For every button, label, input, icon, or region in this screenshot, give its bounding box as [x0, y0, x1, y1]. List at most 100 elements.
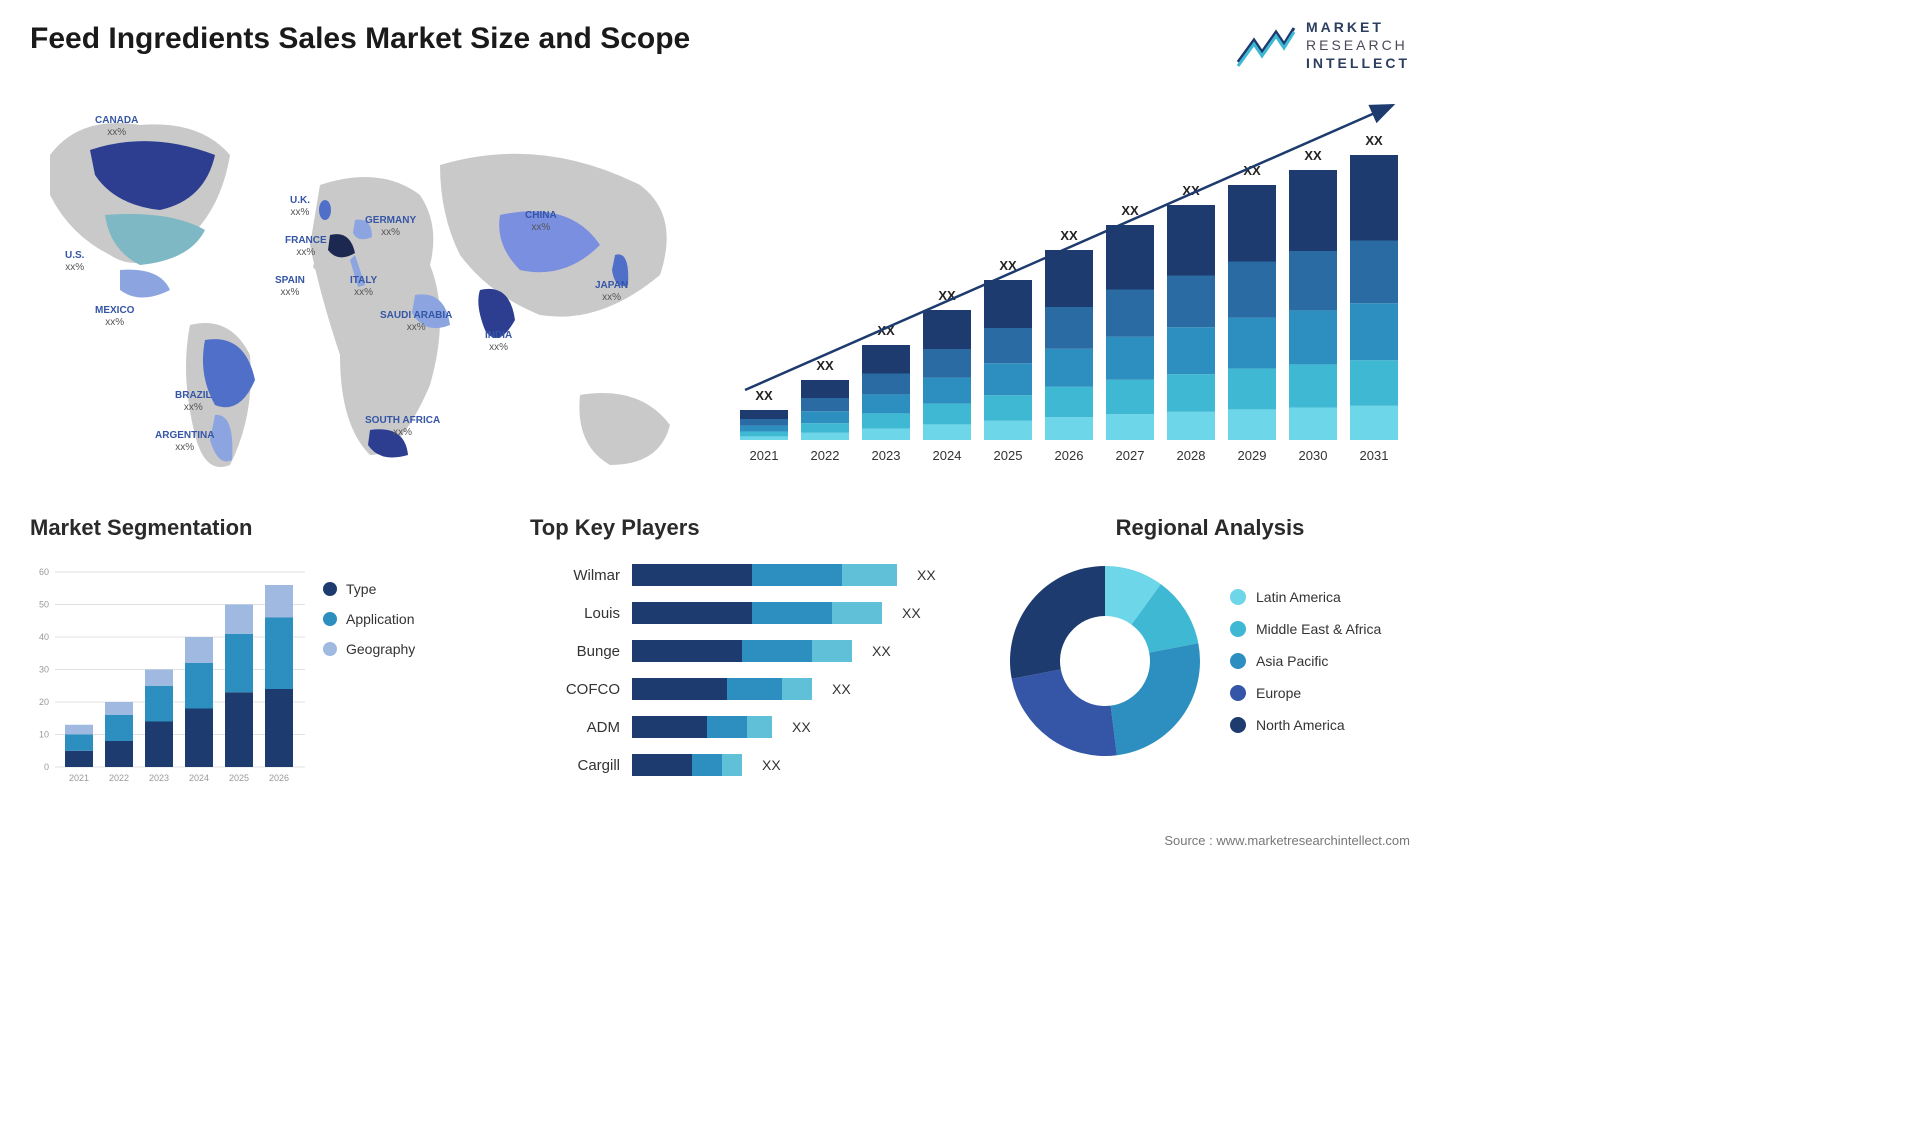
segmentation-title: Market Segmentation: [30, 515, 460, 541]
seg-bar-segment: [225, 692, 253, 767]
growth-bar-segment: [801, 411, 849, 423]
player-bar: [632, 602, 882, 624]
growth-year-label: 2031: [1360, 448, 1389, 463]
player-value: XX: [917, 567, 936, 583]
player-bar-segment: [632, 640, 742, 662]
seg-ytick: 30: [39, 665, 49, 675]
growth-bar-segment: [1106, 337, 1154, 380]
growth-year-label: 2021: [750, 448, 779, 463]
seg-year-label: 2021: [69, 773, 89, 783]
seg-legend-swatch: [323, 642, 337, 656]
seg-bar-segment: [65, 725, 93, 735]
player-bar-segment: [752, 602, 832, 624]
growth-bar-label: XX: [1121, 203, 1139, 218]
player-value: XX: [792, 719, 811, 735]
growth-bar-segment: [1350, 155, 1398, 241]
player-row: ADMXX: [530, 715, 960, 739]
regional-legend-item: Middle East & Africa: [1230, 621, 1381, 637]
seg-bar-segment: [105, 741, 133, 767]
map-label: SPAINxx%: [275, 275, 305, 299]
seg-ytick: 0: [44, 762, 49, 772]
seg-bar-segment: [225, 634, 253, 693]
map-label: BRAZILxx%: [175, 390, 212, 414]
seg-legend-label: Application: [346, 611, 415, 627]
growth-bar-segment: [923, 349, 971, 378]
brand-logo: MARKET RESEARCH INTELLECT: [1236, 18, 1410, 73]
growth-year-label: 2028: [1177, 448, 1206, 463]
seg-year-label: 2023: [149, 773, 169, 783]
growth-bar-segment: [1289, 251, 1337, 310]
regional-section: Regional Analysis Latin AmericaMiddle Ea…: [1000, 515, 1420, 766]
growth-bar-segment: [1350, 303, 1398, 360]
growth-bar-segment: [1167, 374, 1215, 412]
growth-bar-segment: [1289, 408, 1337, 440]
page-title: Feed Ingredients Sales Market Size and S…: [30, 22, 690, 56]
growth-bar-segment: [1228, 318, 1276, 369]
growth-bar-segment: [1106, 380, 1154, 414]
seg-bar-segment: [65, 735, 93, 751]
seg-legend-label: Geography: [346, 641, 415, 657]
legend-swatch: [1230, 685, 1246, 701]
growth-bar-segment: [1289, 364, 1337, 407]
growth-bar-segment: [984, 328, 1032, 363]
players-section: Top Key Players WilmarXXLouisXXBungeXXCO…: [530, 515, 960, 777]
seg-year-label: 2024: [189, 773, 209, 783]
player-row: CargillXX: [530, 753, 960, 777]
growth-bar-segment: [923, 424, 971, 440]
player-row: BungeXX: [530, 639, 960, 663]
legend-label: Latin America: [1256, 589, 1341, 605]
seg-legend-label: Type: [346, 581, 377, 597]
segmentation-chart: 0102030405060202120222023202420252026Typ…: [30, 559, 460, 789]
player-bar-segment: [842, 564, 897, 586]
growth-bar-label: XX: [1365, 133, 1383, 148]
seg-bar-segment: [185, 709, 213, 768]
growth-bar-segment: [1289, 310, 1337, 364]
player-value: XX: [902, 605, 921, 621]
growth-bar-segment: [862, 429, 910, 440]
growth-chart-svg: XX2021XX2022XX2023XX2024XX2025XX2026XX20…: [730, 100, 1410, 480]
player-bar-segment: [632, 678, 727, 700]
logo-text-line2: RESEARCH: [1306, 36, 1410, 54]
map-label: ARGENTINAxx%: [155, 430, 214, 454]
growth-bar-segment: [1045, 387, 1093, 417]
seg-bar-segment: [145, 686, 173, 722]
growth-bar-segment: [801, 398, 849, 411]
player-bar-segment: [832, 602, 882, 624]
player-bar-segment: [692, 754, 722, 776]
player-bar-segment: [742, 640, 812, 662]
player-bar-segment: [632, 754, 692, 776]
growth-bar-segment: [1045, 250, 1093, 307]
growth-bar-segment: [1228, 262, 1276, 318]
growth-bar-segment: [984, 363, 1032, 395]
players-chart: WilmarXXLouisXXBungeXXCOFCOXXADMXXCargil…: [530, 563, 960, 777]
growth-bar-chart: XX2021XX2022XX2023XX2024XX2025XX2026XX20…: [730, 100, 1410, 480]
growth-bar-segment: [1167, 412, 1215, 440]
growth-bar-segment: [1167, 205, 1215, 276]
seg-ytick: 40: [39, 632, 49, 642]
player-bar-segment: [747, 716, 772, 738]
growth-bar-segment: [1106, 225, 1154, 290]
growth-bar-segment: [801, 423, 849, 433]
legend-swatch: [1230, 653, 1246, 669]
player-bar: [632, 754, 742, 776]
growth-bar-segment: [740, 436, 788, 440]
players-title: Top Key Players: [530, 515, 960, 541]
seg-bar-segment: [225, 605, 253, 634]
seg-ytick: 50: [39, 600, 49, 610]
map-label: INDIAxx%: [485, 330, 512, 354]
legend-label: Asia Pacific: [1256, 653, 1328, 669]
growth-bar-label: XX: [1304, 148, 1322, 163]
growth-bar-segment: [1045, 417, 1093, 440]
regional-legend-item: Latin America: [1230, 589, 1381, 605]
map-label: ITALYxx%: [350, 275, 377, 299]
regional-legend-item: North America: [1230, 717, 1381, 733]
seg-bar-segment: [105, 715, 133, 741]
growth-bar-segment: [862, 374, 910, 395]
growth-bar-segment: [1106, 290, 1154, 337]
seg-year-label: 2025: [229, 773, 249, 783]
donut-slice: [1010, 566, 1105, 679]
player-value: XX: [872, 643, 891, 659]
growth-bar-segment: [923, 310, 971, 349]
growth-bar-segment: [862, 413, 910, 428]
growth-bar-segment: [740, 410, 788, 419]
